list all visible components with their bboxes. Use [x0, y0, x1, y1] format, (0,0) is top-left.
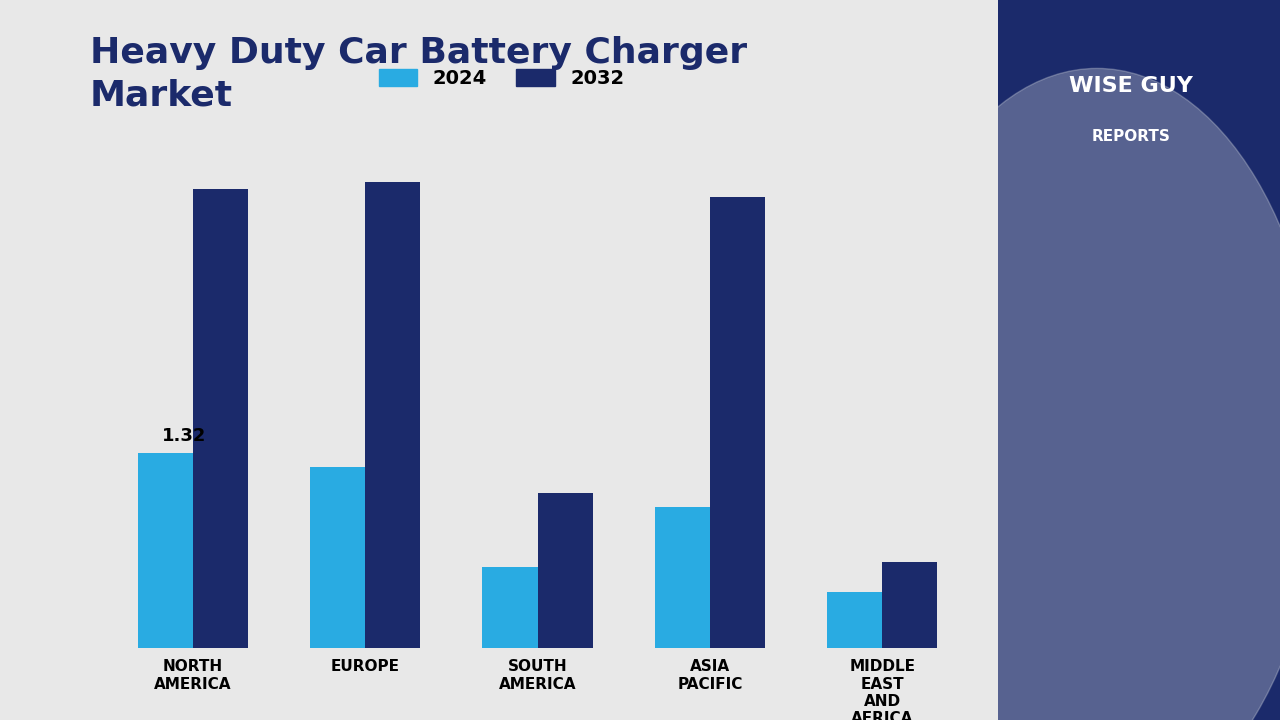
Text: WISE GUY: WISE GUY — [1069, 76, 1193, 96]
Bar — [882, 562, 937, 648]
Bar — [538, 492, 593, 648]
Bar — [138, 453, 193, 648]
Text: REPORTS: REPORTS — [1092, 130, 1170, 144]
Text: Heavy Duty Car Battery Charger
Market: Heavy Duty Car Battery Charger Market — [90, 36, 746, 112]
Bar — [710, 197, 765, 648]
Ellipse shape — [872, 68, 1280, 720]
Bar — [310, 467, 365, 648]
Bar — [483, 567, 538, 648]
Text: 1.32: 1.32 — [163, 427, 206, 445]
Bar — [365, 181, 420, 648]
Bar — [827, 592, 882, 648]
Bar — [193, 189, 248, 648]
Legend: 2024, 2032: 2024, 2032 — [371, 61, 632, 96]
Bar — [655, 508, 710, 648]
